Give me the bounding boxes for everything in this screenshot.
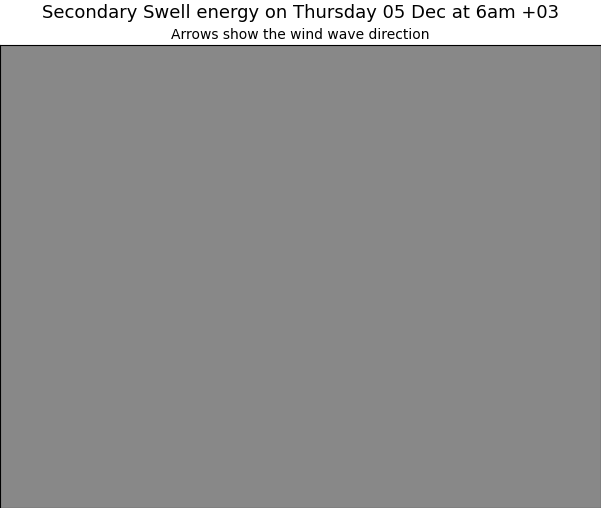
Text: Secondary Swell energy on Thursday 05 Dec at 6am +03: Secondary Swell energy on Thursday 05 De… [42, 5, 559, 22]
Text: Arrows show the wind wave direction: Arrows show the wind wave direction [171, 28, 430, 42]
